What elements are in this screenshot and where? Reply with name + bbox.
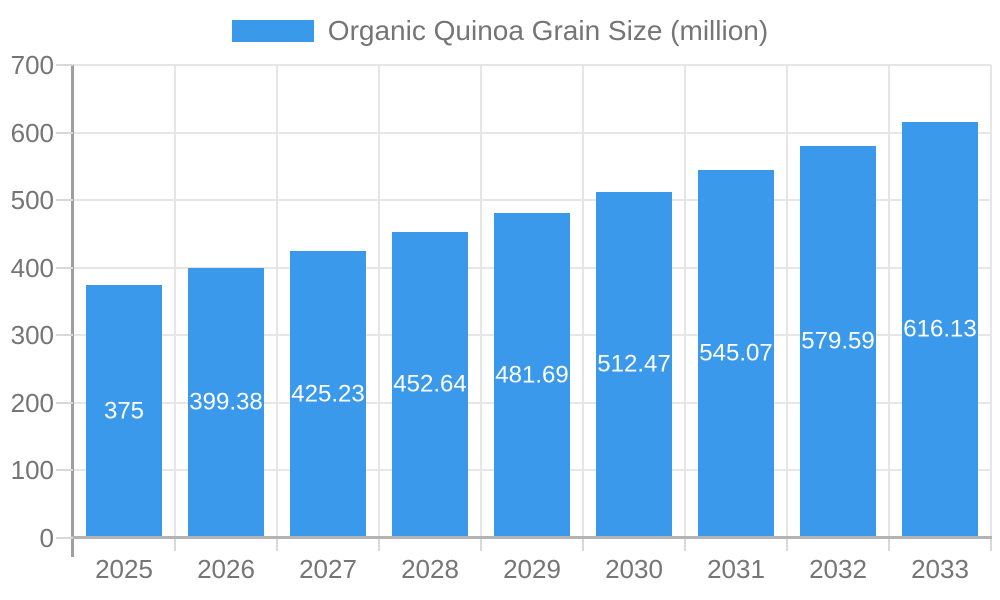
vertical-gridline <box>174 65 176 538</box>
y-tick-label: 200 <box>10 388 54 418</box>
x-axis-line <box>71 536 992 539</box>
x-tick-label: 2028 <box>401 554 459 584</box>
x-tick-label: 2031 <box>707 554 765 584</box>
y-tick-label: 0 <box>39 523 54 553</box>
chart-legend[interactable]: Organic Quinoa Grain Size (million) <box>0 11 1000 51</box>
x-tick-label: 2026 <box>197 554 255 584</box>
bar[interactable] <box>698 170 774 538</box>
vertical-gridline <box>276 65 278 538</box>
bar[interactable] <box>800 146 876 538</box>
x-tick-mark <box>174 539 176 551</box>
legend-color-swatch <box>231 20 314 42</box>
x-tick-label: 2033 <box>911 554 969 584</box>
y-tick-mark <box>56 537 73 539</box>
y-axis-line <box>71 65 74 557</box>
bar[interactable] <box>188 268 264 538</box>
y-tick-label: 400 <box>10 253 54 283</box>
x-tick-mark <box>786 539 788 551</box>
y-tick-mark <box>56 334 73 336</box>
y-tick-mark <box>56 267 73 269</box>
bar[interactable] <box>290 251 366 538</box>
x-tick-mark <box>990 539 992 551</box>
y-tick-label: 600 <box>10 118 54 148</box>
x-tick-mark <box>888 539 890 551</box>
x-tick-label: 2032 <box>809 554 867 584</box>
x-tick-label: 2025 <box>95 554 153 584</box>
bar[interactable] <box>392 232 468 538</box>
y-tick-mark <box>56 402 73 404</box>
x-tick-label: 2027 <box>299 554 357 584</box>
bar[interactable] <box>902 122 978 538</box>
legend-label: Organic Quinoa Grain Size (million) <box>327 15 769 46</box>
bar[interactable] <box>86 285 162 538</box>
y-tick-label: 500 <box>10 185 54 215</box>
vertical-gridline <box>990 65 992 538</box>
x-tick-mark <box>480 539 482 551</box>
y-tick-mark <box>56 64 73 66</box>
vertical-gridline <box>786 65 788 538</box>
bar[interactable] <box>494 213 570 538</box>
x-tick-mark <box>582 539 584 551</box>
y-tick-mark <box>56 469 73 471</box>
y-axis: 0 100 200 300 400 500 600 700 <box>0 52 58 551</box>
y-tick-label: 300 <box>10 320 54 350</box>
x-tick-label: 2029 <box>503 554 561 584</box>
vertical-gridline <box>684 65 686 538</box>
plot-area: 375 399.38 425.23 452.64 481.69 512.47 545.07 5… <box>73 64 992 539</box>
horizontal-gridline <box>73 132 991 134</box>
vertical-gridline <box>378 65 380 538</box>
x-axis: 2025 2026 2027 2028 2029 2030 2031 2032 2033 <box>73 551 991 591</box>
x-tick-mark <box>684 539 686 551</box>
y-tick-label: 700 <box>10 50 54 80</box>
vertical-gridline <box>480 65 482 538</box>
y-tick-mark <box>56 199 73 201</box>
vertical-gridline <box>888 65 890 538</box>
horizontal-gridline <box>73 199 991 201</box>
horizontal-gridline <box>73 64 991 66</box>
bar[interactable] <box>596 192 672 538</box>
y-tick-mark <box>56 132 73 134</box>
vertical-gridline <box>582 65 584 538</box>
x-tick-label: 2030 <box>605 554 663 584</box>
x-tick-mark <box>378 539 380 551</box>
y-tick-label: 100 <box>10 455 54 485</box>
x-tick-mark <box>276 539 278 551</box>
